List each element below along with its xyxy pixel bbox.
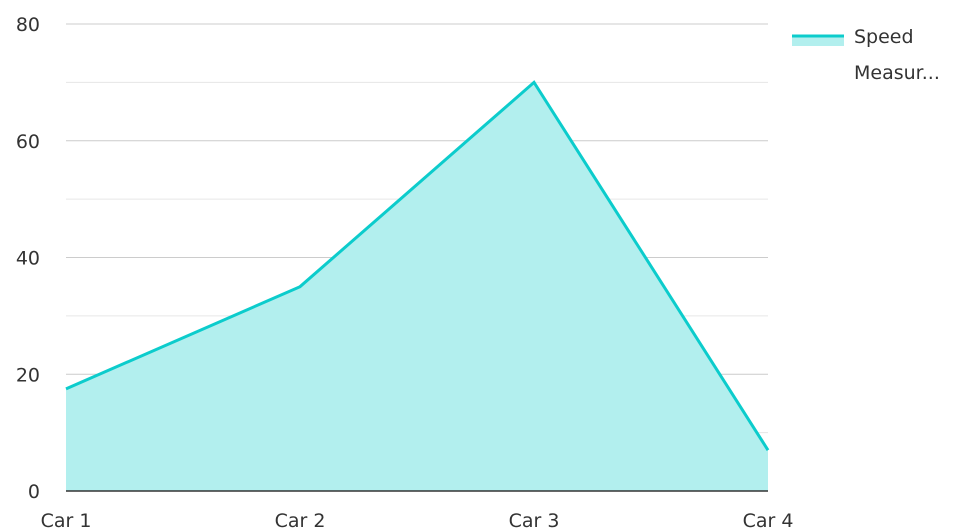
y-tick-label: 80: [16, 14, 40, 36]
legend[interactable]: Speed Measur...: [792, 26, 940, 84]
tick-labels: 0 20 40 60 80 Car 1 Car 2 Car 3 Car 4: [16, 14, 794, 532]
x-tick-label: Car 4: [743, 510, 794, 532]
x-tick-label: Car 1: [41, 510, 92, 532]
legend-label-line2: Measur...: [854, 62, 940, 84]
y-tick-label: 20: [16, 364, 40, 386]
legend-swatch: [792, 34, 844, 46]
y-tick-label: 0: [28, 481, 40, 503]
legend-swatch-fill: [792, 35, 844, 46]
x-tick-label: Car 3: [509, 510, 560, 532]
y-tick-label: 60: [16, 131, 40, 153]
series-line: [65, 80, 770, 451]
series-area-fill: [66, 82, 768, 491]
area-layer: [65, 80, 770, 491]
x-tick-label: Car 2: [275, 510, 326, 532]
legend-label-line1: Speed: [854, 26, 914, 48]
y-tick-label: 40: [16, 248, 40, 270]
